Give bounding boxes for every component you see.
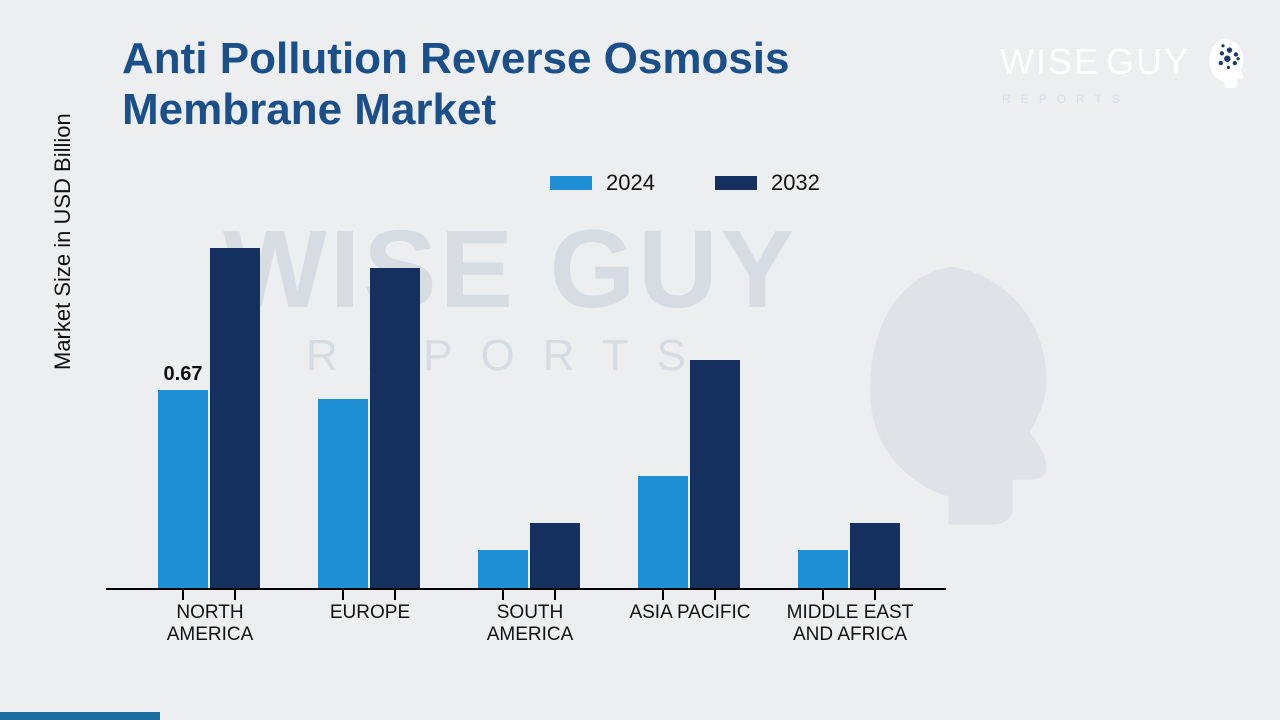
brand-logo: WISE GUY REPORTS	[1000, 30, 1250, 106]
bar-2032	[530, 523, 580, 588]
bar-2024	[158, 390, 208, 588]
bar-2024	[318, 399, 368, 588]
stage: Anti Pollution Reverse Osmosis Membrane …	[0, 0, 1280, 720]
axis-tick	[502, 590, 504, 600]
axis-tick	[714, 590, 716, 600]
axis-tick	[662, 590, 664, 600]
page-title: Anti Pollution Reverse Osmosis Membrane …	[122, 34, 842, 135]
legend-item-2024: 2024	[550, 170, 655, 196]
brand-name-a: WISE	[1000, 41, 1100, 83]
axis-tick	[874, 590, 876, 600]
chart: Market Size in USD Billion 2024 2032 NOR…	[50, 170, 950, 710]
axis-tick	[234, 590, 236, 600]
bar-2024	[798, 550, 848, 588]
brand-sub: REPORTS	[1002, 92, 1250, 106]
legend-swatch-2024	[550, 176, 592, 190]
axis-tick	[822, 590, 824, 600]
bar-2024	[478, 550, 528, 588]
value-label: 0.67	[153, 363, 213, 386]
axis-tick	[394, 590, 396, 600]
category-label: EUROPE	[295, 602, 445, 624]
brand-name-b: GUY	[1106, 41, 1190, 83]
bottom-accent-bar	[0, 712, 160, 720]
brand-logo-top: WISE GUY	[1000, 30, 1250, 94]
category-label: NORTH AMERICA	[135, 602, 285, 646]
legend-swatch-2032	[715, 176, 757, 190]
bar-2032	[850, 523, 900, 588]
bar-2032	[210, 248, 260, 588]
plot-area: NORTH AMERICAEUROPESOUTH AMERICAASIA PAC…	[106, 220, 946, 590]
category-label: ASIA PACIFIC	[615, 602, 765, 624]
bar-2032	[370, 268, 420, 588]
category-label: MIDDLE EAST AND AFRICA	[775, 602, 925, 646]
category-label: SOUTH AMERICA	[455, 602, 605, 646]
legend: 2024 2032	[550, 170, 820, 196]
legend-item-2032: 2032	[715, 170, 820, 196]
axis-tick	[554, 590, 556, 600]
x-axis-line	[106, 588, 946, 590]
bar-2032	[690, 360, 740, 588]
legend-label-2032: 2032	[771, 170, 820, 196]
bar-2024	[638, 476, 688, 588]
y-axis-label: Market Size in USD Billion	[50, 113, 76, 370]
head-silhouette-icon	[1196, 30, 1250, 94]
axis-tick	[182, 590, 184, 600]
axis-tick	[342, 590, 344, 600]
legend-label-2024: 2024	[606, 170, 655, 196]
